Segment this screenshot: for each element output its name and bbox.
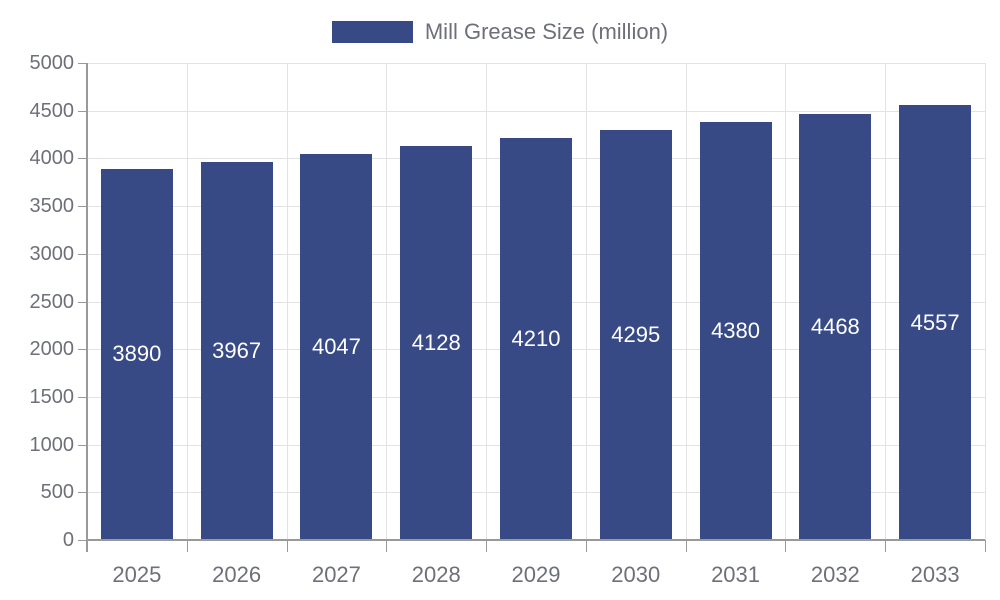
- bar-value-label: 3967: [212, 337, 262, 363]
- y-tick-label: 3000: [29, 242, 75, 265]
- x-tick-label: 2027: [311, 562, 361, 587]
- legend-swatch: [331, 21, 413, 43]
- y-axis-tick: [78, 158, 87, 160]
- y-tick-label: 2000: [29, 338, 75, 361]
- bar-value-label: 4295: [611, 322, 661, 348]
- x-axis-tick: [87, 540, 88, 552]
- bar-value-label: 4128: [411, 330, 461, 356]
- y-tick-label: 4000: [29, 147, 75, 170]
- x-axis-tick: [585, 540, 587, 552]
- gridline-vertical: [186, 63, 188, 540]
- x-axis-tick: [186, 540, 188, 552]
- bar-value-label: 4557: [910, 309, 960, 335]
- y-axis-tick: [78, 444, 87, 446]
- y-tick-label: 2500: [29, 290, 75, 313]
- bar[interactable]: 4468: [799, 113, 872, 540]
- y-axis-tick: [78, 492, 87, 494]
- x-tick-label: 2033: [910, 562, 960, 587]
- y-axis-tick: [78, 253, 87, 255]
- legend-item[interactable]: Mill Grease Size (million): [0, 18, 1000, 46]
- gridline-vertical: [585, 63, 587, 540]
- bar-value-label: 4468: [810, 313, 860, 339]
- y-axis-tick: [78, 110, 87, 112]
- y-tick-label: 5000: [29, 52, 75, 74]
- bar[interactable]: 4047: [300, 153, 373, 540]
- gridline-vertical: [985, 63, 986, 540]
- bar[interactable]: 4210: [500, 138, 572, 540]
- x-tick-label: 2026: [212, 562, 262, 587]
- bar-value-label: 4380: [711, 318, 761, 344]
- y-axis-tick: [78, 396, 87, 398]
- y-tick-label: 1500: [29, 385, 75, 408]
- y-tick-label: 0: [62, 529, 74, 551]
- x-axis-tick: [386, 540, 388, 552]
- bar-value-label: 4210: [511, 326, 561, 352]
- y-tick-label: 1000: [29, 433, 75, 456]
- x-axis-tick: [885, 540, 887, 552]
- y-axis-tick: [78, 206, 87, 208]
- y-axis-tick: [78, 63, 87, 64]
- gridline-vertical: [885, 63, 887, 540]
- gridline-vertical: [486, 63, 488, 540]
- y-axis-tick: [78, 349, 87, 351]
- bar-value-label: 4047: [311, 333, 361, 359]
- x-tick-label: 2029: [511, 562, 561, 587]
- y-tick-label: 500: [40, 481, 74, 504]
- bar[interactable]: 3890: [100, 168, 173, 540]
- bar[interactable]: 4557: [899, 105, 972, 540]
- x-tick-label: 2025: [112, 562, 162, 587]
- gridline-vertical: [785, 63, 787, 540]
- bar[interactable]: 4295: [599, 130, 672, 540]
- gridline-vertical: [286, 63, 288, 540]
- x-axis-line: [87, 539, 985, 541]
- y-axis-tick: [78, 540, 87, 541]
- gridline-vertical: [685, 63, 687, 540]
- x-tick-label: 2030: [611, 562, 661, 587]
- y-tick-label: 3500: [29, 195, 75, 218]
- y-axis-tick: [78, 301, 87, 303]
- x-axis-tick: [685, 540, 687, 552]
- x-axis-tick: [286, 540, 288, 552]
- x-axis-tick: [486, 540, 488, 552]
- x-tick-label: 2031: [711, 562, 761, 587]
- y-tick-label: 4500: [29, 99, 75, 122]
- bar-value-label: 3890: [112, 341, 162, 367]
- legend-label: Mill Grease Size (million): [424, 19, 669, 44]
- bar[interactable]: 4380: [699, 122, 772, 540]
- bar[interactable]: 3967: [200, 161, 273, 540]
- plot-area: 0 500 1000 1500 2000 2500 3000 3500 4000 4500 5000…: [30, 53, 986, 587]
- x-axis-tick: [785, 540, 787, 552]
- y-axis-line: [86, 63, 88, 552]
- bar[interactable]: 4128: [400, 146, 473, 540]
- x-tick-label: 2028: [411, 562, 461, 587]
- gridline-horizontal: [87, 63, 985, 64]
- gridline-vertical: [386, 63, 388, 540]
- x-axis-tick: [985, 540, 986, 552]
- x-tick-label: 2032: [810, 562, 860, 587]
- gridline-horizontal: [87, 110, 985, 112]
